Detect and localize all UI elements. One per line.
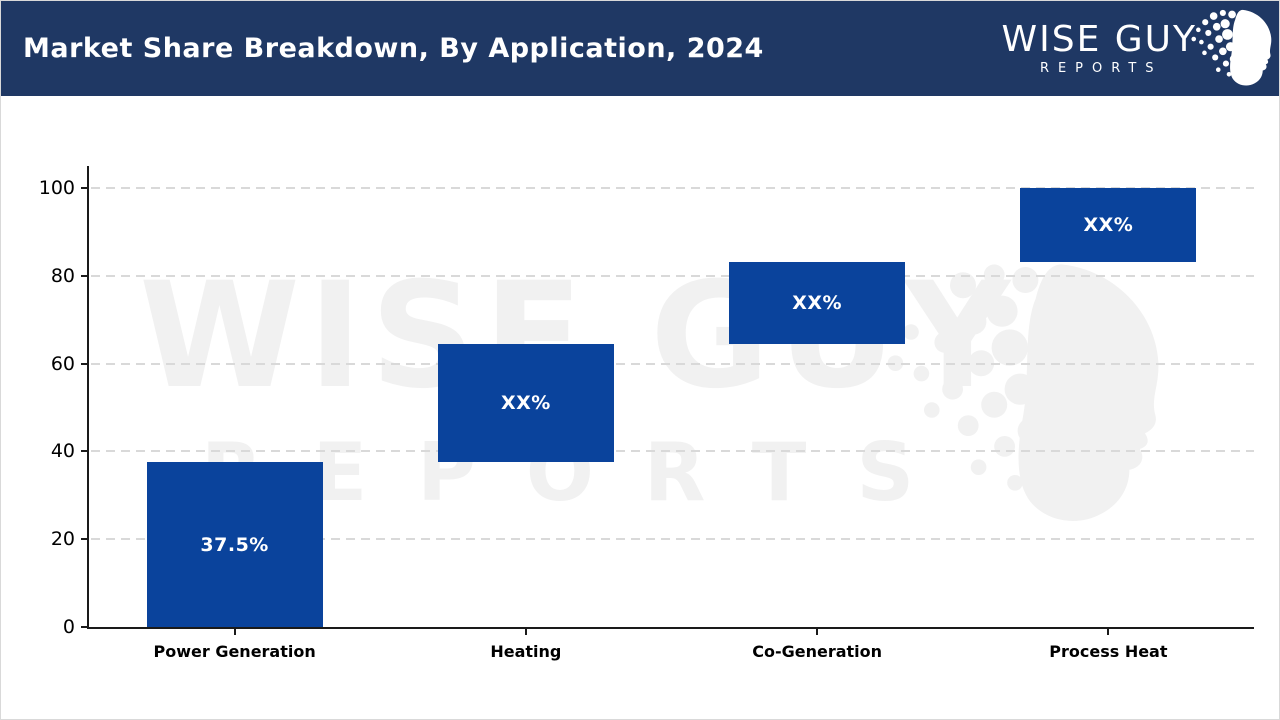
y-axis-tick-label: 20: [50, 528, 75, 551]
bar-value-label: XX%: [792, 291, 843, 314]
y-axis-tick-label: 100: [38, 176, 75, 199]
x-axis-tick: [524, 629, 527, 635]
y-axis-tick: [81, 538, 87, 541]
y-axis-tick: [81, 362, 87, 365]
logo-secondary-text: REPORTS: [1039, 60, 1163, 76]
bar: XX%: [729, 261, 906, 344]
y-axis-tick: [81, 450, 87, 453]
x-axis-tick: [1107, 629, 1110, 635]
bar: 37.5%: [146, 462, 323, 627]
gridline: [91, 186, 1254, 189]
header-bar: Market Share Breakdown, By Application, …: [1, 1, 1280, 96]
x-axis-tick: [816, 629, 819, 635]
bar-value-label: XX%: [1083, 213, 1134, 236]
gridline: [91, 538, 1254, 541]
x-axis-category-label: Heating: [490, 642, 562, 661]
y-axis-line: [87, 166, 89, 629]
x-axis-tick: [233, 629, 236, 635]
x-axis-category-label: Co-Generation: [752, 642, 883, 661]
wiseguy-logo: WISE GUY REPORTS: [1002, 5, 1280, 93]
y-axis-tick-label: 80: [50, 264, 75, 287]
y-axis-tick-label: 40: [50, 440, 75, 463]
bar-value-label: 37.5%: [200, 533, 269, 556]
bar: XX%: [1020, 187, 1197, 262]
y-axis-tick-label: 0: [62, 616, 75, 638]
wiseguy-head-icon: [1183, 5, 1275, 93]
x-axis-category-label: Process Heat: [1049, 642, 1168, 661]
watermark-head-icon: [859, 227, 1171, 567]
gridline: [91, 450, 1254, 453]
bar-value-label: XX%: [500, 392, 551, 415]
bar: XX%: [437, 343, 614, 463]
y-axis-tick-label: 60: [50, 352, 75, 375]
gridline: [91, 362, 1254, 365]
x-axis-category-label: Power Generation: [153, 642, 316, 661]
logo-primary-text: WISE GUY: [1001, 18, 1197, 60]
y-axis-tick: [81, 626, 87, 628]
logo-text: WISE GUY REPORTS: [1001, 18, 1198, 76]
page-title: Market Share Breakdown, By Application, …: [23, 33, 764, 64]
y-axis-tick: [81, 274, 87, 277]
x-axis-line: [87, 627, 1254, 629]
gridline: [91, 274, 1254, 277]
y-axis-tick: [81, 186, 87, 189]
